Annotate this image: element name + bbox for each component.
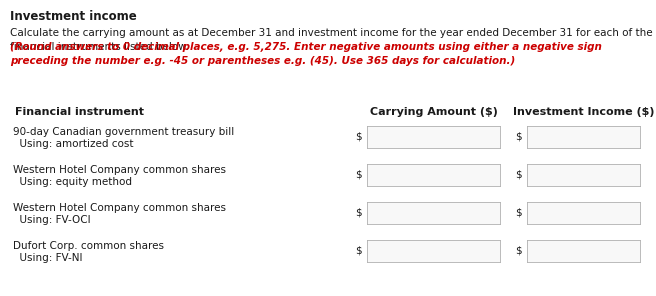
Text: Carrying Amount ($): Carrying Amount ($) xyxy=(369,107,497,117)
Text: $: $ xyxy=(355,246,361,256)
Text: Financial instrument: Financial instrument xyxy=(15,107,144,117)
Text: $: $ xyxy=(515,208,522,218)
Text: $: $ xyxy=(355,170,361,180)
Text: $: $ xyxy=(355,132,361,142)
Text: Dufort Corp. common shares: Dufort Corp. common shares xyxy=(13,241,164,251)
Text: $: $ xyxy=(515,246,522,256)
Text: Calculate the carrying amount as at December 31 and investment income for the ye: Calculate the carrying amount as at Dece… xyxy=(10,28,653,52)
Text: Using: equity method: Using: equity method xyxy=(13,177,132,187)
Text: Using: amortized cost: Using: amortized cost xyxy=(13,139,134,149)
Text: Investment income: Investment income xyxy=(10,10,136,23)
Text: Using: FV-NI: Using: FV-NI xyxy=(13,253,83,263)
Text: Western Hotel Company common shares: Western Hotel Company common shares xyxy=(13,203,226,213)
Text: Using: FV-OCI: Using: FV-OCI xyxy=(13,215,91,225)
Text: $: $ xyxy=(515,170,522,180)
Text: Investment Income ($): Investment Income ($) xyxy=(513,107,654,117)
Text: $: $ xyxy=(515,132,522,142)
Text: 90-day Canadian government treasury bill: 90-day Canadian government treasury bill xyxy=(13,127,234,137)
Text: (Round answers to 0 decimal places, e.g. 5,275. Enter negative amounts using eit: (Round answers to 0 decimal places, e.g.… xyxy=(10,42,602,66)
Text: Western Hotel Company common shares: Western Hotel Company common shares xyxy=(13,165,226,175)
Text: $: $ xyxy=(355,208,361,218)
